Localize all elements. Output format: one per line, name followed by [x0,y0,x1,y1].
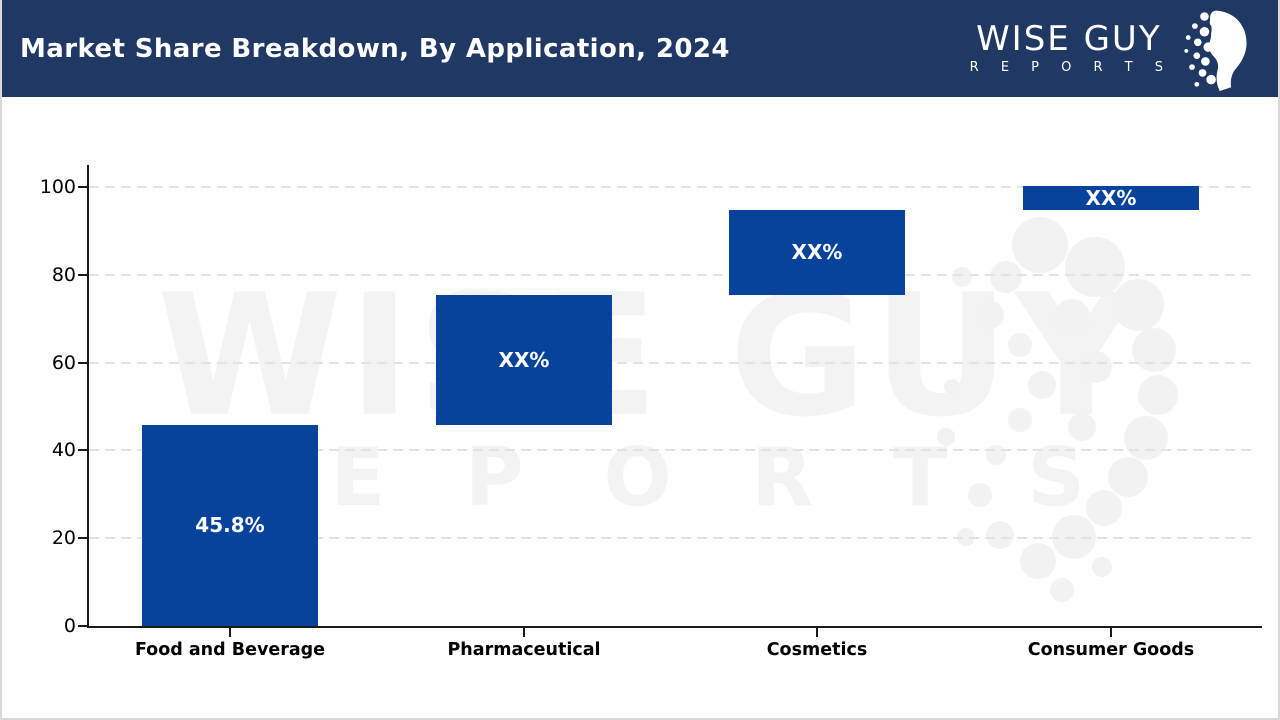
y-tick-0 [78,625,87,627]
y-axis [87,165,89,628]
bar-value-label: XX% [498,347,550,372]
gridline-40 [89,449,1256,452]
y-tick-label-100: 100 [39,176,76,198]
brand-logo: WISE GUY R E P O R T S [966,6,1254,92]
y-tick-label-40: 40 [51,439,76,462]
logo-face-icon [1184,10,1247,91]
brand-name: WISE GUY [976,19,1162,59]
y-tick-40 [78,449,87,452]
bar-value-label: 45.8% [195,513,265,538]
x-tick-label-2: Cosmetics [766,640,868,660]
bar-food-and-beverage: 45.8% [142,424,318,626]
bar-consumer-goods: XX% [1023,185,1199,211]
brand-subname: R E P O R T S [969,60,1172,75]
x-axis [87,626,1262,628]
y-tick-label-60: 60 [51,351,76,374]
x-tick-label-0: Food and Beverage [134,640,326,660]
y-tick-label-80: 80 [51,263,76,286]
x-tick-0 [229,628,231,637]
page-title: Market Share Breakdown, By Application, … [20,33,730,64]
gridline-20 [89,537,1256,540]
y-tick-100 [78,186,87,188]
y-tick-label-0: 0 [63,615,76,637]
x-tick-label-3: Consumer Goods [1027,640,1195,660]
watermark-text-line1: WISE GUY [156,258,1144,454]
bar-value-label: XX% [1085,185,1137,210]
gridline-100 [89,186,1256,188]
y-tick-80 [78,273,87,276]
header-bar: Market Share Breakdown, By Application, … [0,0,1280,97]
y-tick-60 [78,361,87,364]
bar-pharmaceutical: XX% [436,294,612,425]
gridline-60 [89,361,1256,364]
y-tick-20 [78,537,87,540]
watermark-face-icon [937,217,1178,602]
gridline-80 [89,273,1256,276]
brand-logo-text: WISE GUY R E P O R T S [966,22,1172,75]
bar-cosmetics: XX% [729,210,905,295]
x-tick-2 [816,628,818,637]
bar-value-label: XX% [791,240,843,265]
x-tick-3 [1110,628,1112,637]
x-tick-label-1: Pharmaceutical [447,640,601,660]
x-tick-1 [523,628,525,637]
y-tick-label-20: 20 [51,527,76,550]
